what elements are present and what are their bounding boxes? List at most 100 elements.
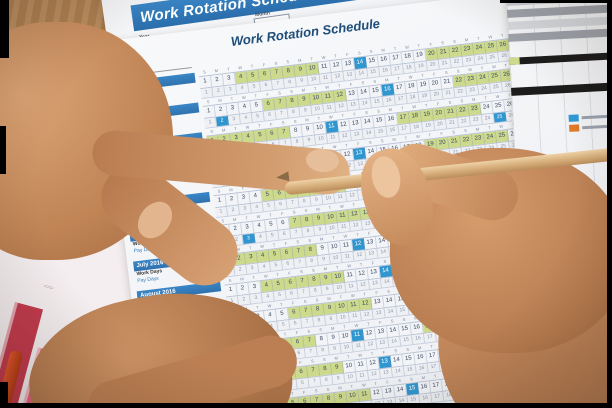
day-cell[interactable]: 9: [299, 105, 313, 117]
day-cell[interactable]: 13: [379, 367, 393, 379]
day-cell[interactable]: 15: [374, 126, 388, 138]
day-cell[interactable]: 17: [431, 391, 445, 403]
day-cell[interactable]: 20: [426, 59, 440, 71]
day-cell[interactable]: 2: [227, 205, 241, 216]
day-cell[interactable]: 4: [258, 261, 272, 273]
day-cell[interactable]: 11: [345, 281, 359, 292]
day-cell[interactable]: 8: [313, 315, 327, 327]
day-cell[interactable]: 7: [293, 257, 307, 268]
day-cell[interactable]: 3: [246, 263, 260, 274]
day-cell[interactable]: 2: [237, 294, 252, 306]
day-cell[interactable]: 9: [314, 224, 328, 236]
day-cell[interactable]: 11: [356, 370, 370, 382]
day-cell[interactable]: 22: [450, 56, 464, 68]
day-cell[interactable]: 12: [360, 309, 374, 321]
day-cell[interactable]: 3: [238, 203, 252, 215]
day-cell[interactable]: 20: [434, 119, 448, 130]
day-cell[interactable]: 13: [376, 338, 390, 349]
day-cell[interactable]: 21: [442, 88, 456, 99]
day-cell[interactable]: 13: [343, 70, 357, 81]
day-cell[interactable]: 8: [320, 375, 334, 386]
day-cell[interactable]: 8: [309, 285, 323, 297]
day-cell[interactable]: 7: [304, 346, 318, 358]
day-cell[interactable]: 18: [402, 62, 416, 74]
day-cell[interactable]: 16: [415, 363, 429, 374]
day-cell[interactable]: 5: [251, 111, 265, 122]
day-cell[interactable]: 10: [333, 282, 347, 294]
day-cell[interactable]: 14: [391, 366, 405, 377]
day-cell[interactable]: 23: [466, 85, 480, 96]
day-cell[interactable]: 3: [249, 293, 263, 304]
day-cell[interactable]: 10: [314, 134, 329, 145]
day-cell[interactable]: 24: [478, 83, 492, 95]
day-cell[interactable]: 11: [334, 192, 348, 203]
day-cell[interactable]: 9: [295, 75, 309, 87]
day-cell[interactable]: 6: [260, 80, 274, 91]
day-cell[interactable]: 11: [326, 132, 340, 143]
day-cell[interactable]: 11: [337, 221, 351, 233]
day-cell[interactable]: 1: [215, 206, 229, 218]
day-cell[interactable]: 9: [321, 284, 335, 295]
day-cell[interactable]: 7: [286, 197, 300, 209]
pay-day-cell[interactable]: 25: [493, 112, 507, 123]
day-cell[interactable]: 1: [200, 87, 214, 99]
day-cell[interactable]: 5: [277, 320, 291, 331]
pay-day-cell[interactable]: 2: [216, 115, 230, 127]
day-cell[interactable]: 9: [328, 343, 342, 355]
day-cell[interactable]: 5: [248, 81, 262, 93]
day-cell[interactable]: 10: [340, 342, 354, 353]
day-cell[interactable]: 4: [250, 202, 264, 213]
day-cell[interactable]: 3: [224, 84, 238, 96]
day-cell[interactable]: 11: [319, 73, 333, 84]
day-cell[interactable]: 14: [362, 128, 376, 139]
day-cell[interactable]: 14: [388, 336, 402, 348]
day-cell[interactable]: 15: [367, 67, 381, 78]
day-cell[interactable]: 1: [204, 117, 218, 128]
day-cell[interactable]: 8: [283, 77, 297, 88]
day-cell[interactable]: 4: [261, 291, 275, 303]
day-cell[interactable]: 5: [270, 260, 284, 271]
day-cell[interactable]: 12: [346, 190, 360, 202]
day-cell[interactable]: 5: [266, 230, 280, 242]
day-cell[interactable]: 12: [357, 279, 371, 291]
day-cell[interactable]: 25: [489, 82, 504, 93]
day-cell[interactable]: 20: [430, 89, 444, 101]
day-cell[interactable]: 9: [325, 314, 339, 325]
day-cell[interactable]: 7: [290, 227, 304, 239]
day-cell[interactable]: 16: [382, 95, 396, 106]
day-cell[interactable]: 11: [348, 311, 362, 322]
day-cell[interactable]: 17: [427, 362, 441, 373]
day-cell[interactable]: 4: [239, 113, 253, 124]
day-cell[interactable]: 10: [329, 253, 343, 264]
day-cell[interactable]: 11: [341, 251, 355, 263]
day-cell[interactable]: 2: [212, 86, 226, 97]
day-cell[interactable]: 8: [316, 345, 330, 356]
day-cell[interactable]: 9: [303, 135, 317, 146]
day-cell[interactable]: 23: [462, 55, 476, 66]
day-cell[interactable]: 14: [380, 277, 394, 288]
day-cell[interactable]: 17: [394, 94, 408, 105]
day-cell[interactable]: 21: [438, 58, 452, 69]
day-cell[interactable]: 6: [296, 378, 310, 389]
day-cell[interactable]: 6: [263, 110, 277, 121]
day-cell[interactable]: 17: [398, 123, 412, 135]
day-cell[interactable]: 12: [331, 71, 345, 82]
day-cell[interactable]: 17: [391, 64, 405, 75]
day-cell[interactable]: 2: [234, 264, 248, 276]
day-cell[interactable]: 23: [469, 115, 483, 126]
day-cell[interactable]: 6: [289, 318, 303, 329]
day-cell[interactable]: 6: [285, 288, 299, 300]
day-cell[interactable]: 21: [446, 117, 460, 129]
day-cell[interactable]: 15: [400, 335, 414, 346]
day-cell[interactable]: 24: [474, 54, 488, 65]
day-cell[interactable]: 3: [227, 114, 241, 125]
day-cell[interactable]: 13: [369, 278, 383, 289]
day-cell[interactable]: 10: [336, 312, 350, 324]
day-cell[interactable]: 13: [347, 99, 361, 111]
day-cell[interactable]: 16: [412, 333, 426, 345]
day-cell[interactable]: 13: [365, 248, 379, 260]
day-cell[interactable]: 14: [384, 306, 398, 318]
day-cell[interactable]: 24: [481, 113, 495, 124]
day-cell[interactable]: 12: [368, 369, 382, 380]
day-cell[interactable]: 9: [332, 373, 346, 385]
